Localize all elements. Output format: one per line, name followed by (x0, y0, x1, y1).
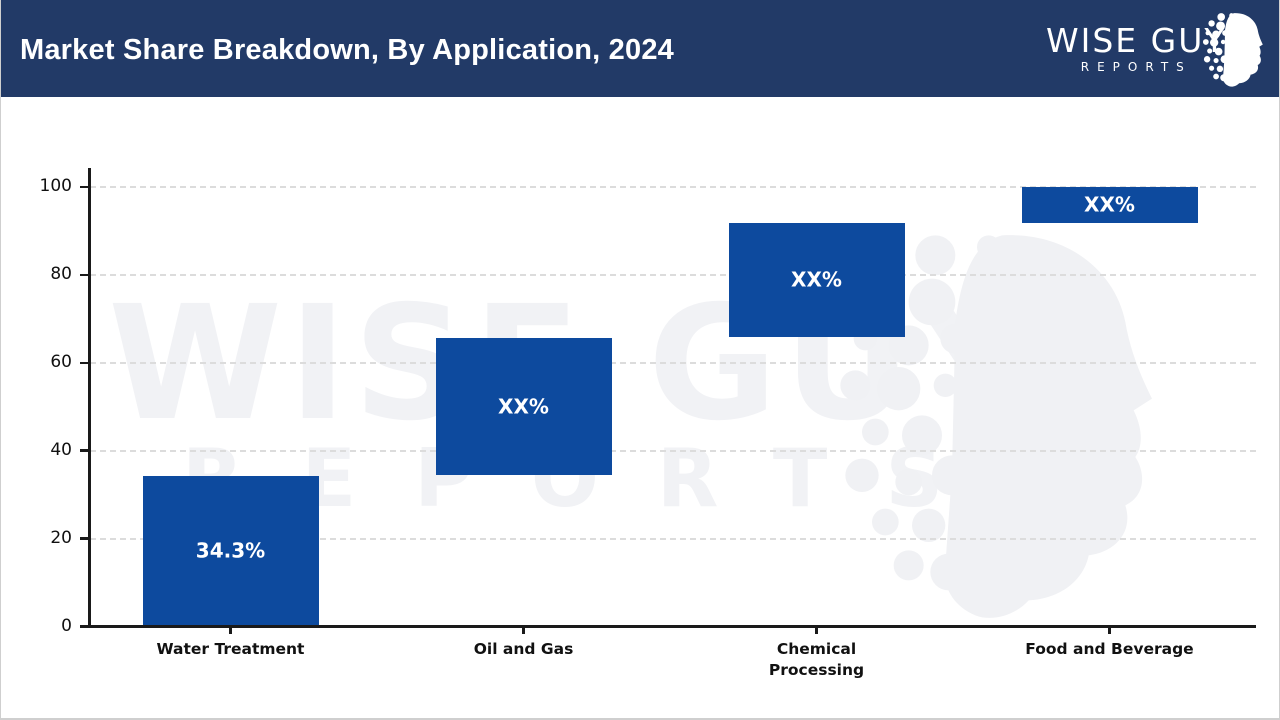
x-category-label: Chemical Processing (768, 640, 865, 679)
bar-2: XX% (728, 222, 905, 338)
gridline-80 (90, 273, 1256, 276)
x-tick-mark-3 (1108, 627, 1111, 634)
y-tick-mark-0 (80, 625, 88, 628)
x-axis-line (88, 625, 1256, 628)
y-tick-label: 100 (39, 176, 72, 196)
y-tick-label: 60 (50, 351, 72, 372)
y-tick-mark-60 (80, 361, 88, 365)
logo-head-icon (1202, 13, 1263, 87)
gridline-100 (90, 186, 1256, 188)
y-tick-mark-80 (80, 273, 88, 277)
bar-value-label: XX% (1084, 192, 1135, 217)
header-bar: Market Share Breakdown, By Application, … (0, 0, 1280, 97)
page-title: Market Share Breakdown, By Application, … (20, 34, 674, 66)
x-tick-mark-0 (229, 627, 232, 634)
gridline-20 (90, 537, 1256, 540)
wise-guy-logo: WISE GUY REPORTS (1016, 6, 1266, 92)
y-axis-line (88, 168, 91, 627)
bar-value-label: 34.3% (195, 538, 266, 563)
x-category-label: Food and Beverage (1025, 640, 1194, 658)
y-tick-mark-20 (80, 537, 88, 540)
bar-0: 34.3% (142, 475, 319, 627)
y-tick-label: 0 (61, 615, 72, 636)
bar-value-label: XX% (791, 267, 842, 292)
logo-text: WISE GUY REPORTS (1046, 24, 1227, 74)
bar-1: XX% (435, 338, 612, 476)
x-category-label: Oil and Gas (473, 640, 574, 658)
x-category-label: Water Treatment (156, 640, 305, 658)
logo-wordmark: WISE GUY (1046, 21, 1227, 60)
gridline-60 (90, 361, 1256, 364)
bar-3: XX% (1021, 187, 1198, 223)
y-tick-label: 80 (50, 263, 72, 284)
gridline-40 (90, 449, 1256, 452)
bar-value-label: XX% (498, 394, 549, 419)
y-tick-label: 40 (50, 439, 72, 460)
x-tick-mark-1 (522, 627, 525, 634)
y-tick-mark-100 (80, 185, 88, 189)
y-tick-mark-40 (80, 449, 88, 452)
y-tick-label: 20 (50, 527, 72, 548)
logo-subtitle: REPORTS (1080, 60, 1192, 74)
x-tick-mark-2 (815, 627, 818, 634)
